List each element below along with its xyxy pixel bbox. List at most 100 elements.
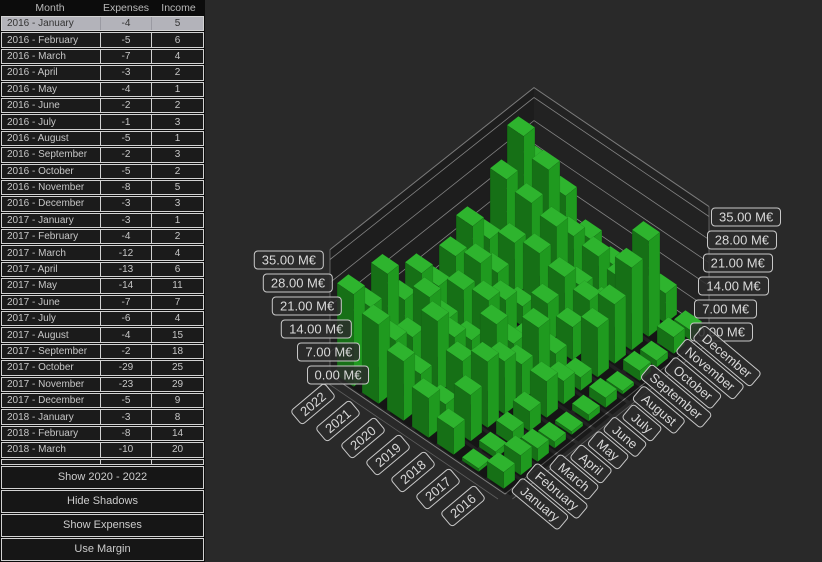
bar-face-top bbox=[512, 391, 542, 412]
table-row[interactable]: 2016 - October -5 2 bbox=[1, 163, 204, 179]
show-expenses-button[interactable]: Show Expenses bbox=[1, 513, 204, 537]
use-margin-button[interactable]: Use Margin bbox=[1, 537, 204, 561]
month-cell: 2017 - February bbox=[7, 231, 79, 243]
bar-face-top bbox=[503, 435, 533, 456]
table-row[interactable]: 2016 - January -4 5 bbox=[1, 16, 204, 32]
table-row[interactable]: 2018 - January -3 8 bbox=[1, 409, 204, 425]
bar-face-top bbox=[531, 149, 561, 170]
bar-face-top bbox=[520, 428, 550, 449]
bar-face-top bbox=[478, 431, 508, 452]
bar-face-top bbox=[420, 300, 450, 322]
bar-2018-January[interactable] bbox=[436, 408, 466, 456]
bar-2016-July[interactable] bbox=[588, 377, 618, 409]
table-row[interactable]: 2016 - June -2 2 bbox=[1, 97, 204, 114]
bar-face-left bbox=[336, 282, 354, 388]
table-row[interactable]: 2016 - August -5 1 bbox=[1, 130, 204, 147]
expenses-cell: -2 bbox=[100, 344, 152, 359]
bar-2017-January[interactable] bbox=[461, 448, 491, 473]
bar-face-top bbox=[529, 361, 559, 382]
bar-2021-January[interactable] bbox=[361, 304, 391, 405]
table-rows: 2016 - January -4 5 2016 - February -5 6 2016 … bbox=[0, 16, 205, 458]
bar-2017-August[interactable] bbox=[580, 307, 610, 378]
table-row[interactable]: 2016 - March -7 4 bbox=[1, 48, 204, 65]
month-cell: 2016 - January bbox=[7, 18, 74, 30]
expenses-cell: -4 bbox=[100, 230, 152, 244]
table-header: Month Expenses Income bbox=[0, 0, 205, 16]
month-cell: 2016 - August bbox=[7, 132, 69, 144]
table-row[interactable]: 2016 - September -2 3 bbox=[1, 147, 204, 163]
income-cell: 5 bbox=[174, 18, 181, 30]
expenses-cell: -14 bbox=[100, 279, 152, 293]
table-row[interactable]: 2017 - August -4 15 bbox=[1, 327, 204, 343]
income-cell: 4 bbox=[174, 313, 181, 325]
bar-2019-January[interactable] bbox=[411, 377, 441, 439]
table-row-partial[interactable] bbox=[1, 458, 204, 465]
month-cell: 2016 - December bbox=[7, 198, 85, 210]
table-row[interactable]: 2017 - June -7 7 bbox=[1, 294, 204, 311]
month-cell: 2016 - October bbox=[7, 165, 74, 177]
bar-face-right bbox=[631, 258, 644, 351]
bar-2016-June[interactable] bbox=[571, 394, 601, 422]
income-cell: 2 bbox=[174, 231, 181, 243]
bar-2016-May[interactable] bbox=[554, 411, 584, 436]
income-cell: 2 bbox=[174, 100, 181, 112]
table-row[interactable]: 2017 - October -29 25 bbox=[1, 360, 204, 376]
chart-wall-right bbox=[534, 87, 709, 332]
bar-face-top bbox=[614, 247, 644, 268]
expenses-cell: -2 bbox=[100, 148, 152, 162]
expenses-cell: -5 bbox=[100, 33, 152, 47]
expenses-cell: -3 bbox=[100, 213, 152, 228]
expenses-cell: -8 bbox=[100, 426, 152, 441]
bar-face-top bbox=[554, 411, 584, 432]
expenses-cell: -4 bbox=[100, 328, 152, 342]
hide-shadows-button[interactable]: Hide Shadows bbox=[1, 489, 204, 513]
table-row[interactable]: 2018 - March -10 20 bbox=[1, 442, 204, 458]
table-row[interactable]: 2017 - December -5 9 bbox=[1, 392, 204, 409]
table-row[interactable]: 2016 - April -3 2 bbox=[1, 65, 204, 81]
3d-bar-chart[interactable] bbox=[205, 0, 822, 562]
table-row[interactable]: 2018 - February -8 14 bbox=[1, 425, 204, 442]
table-row[interactable]: 2016 - November -8 5 bbox=[1, 179, 204, 196]
month-cell: 2016 - June bbox=[7, 100, 60, 112]
bar-face-top bbox=[489, 159, 519, 180]
month-cell: 2018 - January bbox=[7, 411, 74, 423]
bar-2017-May[interactable] bbox=[529, 361, 559, 419]
bar-2022-January[interactable] bbox=[336, 274, 366, 388]
bar-face-top bbox=[404, 253, 434, 274]
bar-face-top bbox=[412, 277, 442, 298]
table-row[interactable]: 2016 - February -5 6 bbox=[1, 32, 204, 48]
table-row[interactable]: 2016 - July -1 3 bbox=[1, 114, 204, 130]
income-cell: 6 bbox=[174, 34, 181, 46]
income-cell: 11 bbox=[172, 280, 183, 292]
income-cell: 5 bbox=[174, 182, 181, 194]
month-cell: 2017 - October bbox=[7, 362, 74, 374]
table-row[interactable]: 2017 - May -14 11 bbox=[1, 278, 204, 294]
bar-2017-April[interactable] bbox=[512, 391, 542, 432]
table-row[interactable]: 2017 - March -12 4 bbox=[1, 245, 204, 261]
bar-2020-January[interactable] bbox=[386, 341, 416, 422]
table-row[interactable]: 2017 - November -23 29 bbox=[1, 376, 204, 392]
bar-face-top bbox=[580, 307, 610, 328]
month-cell: 2016 - March bbox=[7, 50, 66, 62]
table-row[interactable]: 2017 - April -13 6 bbox=[1, 261, 204, 278]
wall-grid-line bbox=[329, 120, 710, 283]
bar-face-top bbox=[522, 233, 552, 254]
bar-face-top bbox=[539, 206, 569, 227]
table-row[interactable]: 2017 - February -4 2 bbox=[1, 229, 204, 245]
bar-2016-February[interactable] bbox=[503, 435, 533, 476]
income-cell: 4 bbox=[174, 50, 181, 62]
month-cell: 2016 - May bbox=[7, 83, 58, 95]
month-cell: 2017 - November bbox=[7, 378, 85, 390]
bar-face-top bbox=[631, 220, 661, 242]
income-cell: 2 bbox=[174, 67, 181, 79]
table-row[interactable]: 2017 - September -2 18 bbox=[1, 343, 204, 360]
table-row[interactable]: 2017 - January -3 1 bbox=[1, 212, 204, 229]
table-row[interactable]: 2017 - July -6 4 bbox=[1, 311, 204, 327]
bar-face-top bbox=[445, 341, 475, 362]
show-years-button[interactable]: Show 2020 - 2022 bbox=[1, 465, 204, 489]
table-row[interactable]: 2016 - May -4 1 bbox=[1, 81, 204, 97]
table-row[interactable]: 2016 - December -3 3 bbox=[1, 196, 204, 212]
income-cell: 3 bbox=[174, 198, 181, 210]
month-cell: 2018 - February bbox=[7, 427, 79, 439]
bar-face-top bbox=[581, 236, 611, 257]
